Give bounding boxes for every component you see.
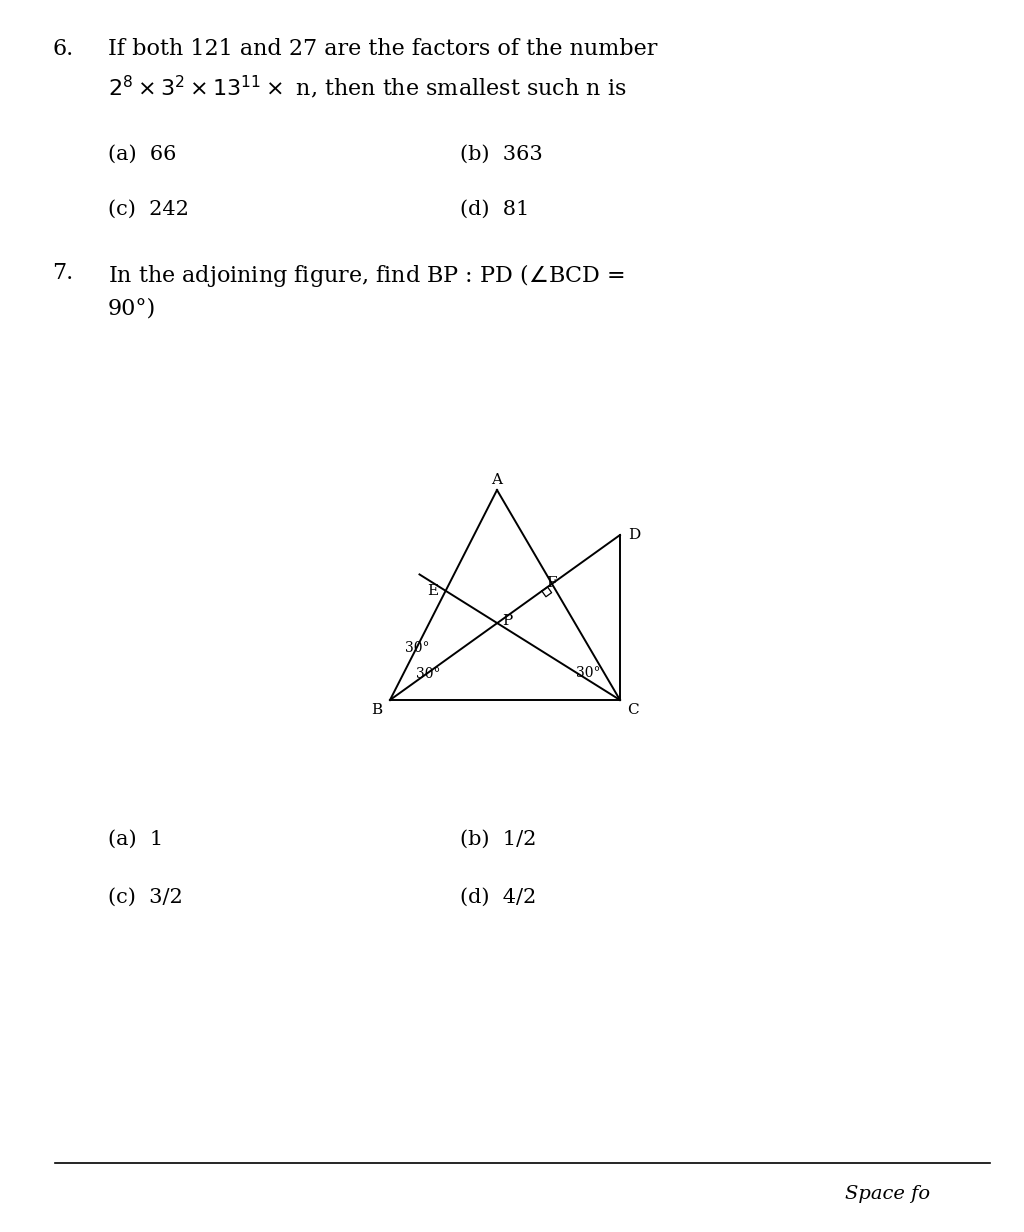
Text: E: E [427,584,438,598]
Text: F: F [547,577,557,590]
Text: (a)  66: (a) 66 [108,145,176,164]
Text: (d)  81: (d) 81 [460,200,529,219]
Text: P: P [502,614,512,628]
Text: $2^8 \times 3^2 \times 13^{11} \times$ n, then the smallest such n is: $2^8 \times 3^2 \times 13^{11} \times$ n… [108,74,627,101]
Text: (b)  1/2: (b) 1/2 [460,830,537,849]
Text: C: C [627,703,639,717]
Text: (a)  1: (a) 1 [108,830,163,849]
Text: 7.: 7. [52,262,74,285]
Text: 30°: 30° [416,667,440,681]
Text: (c)  242: (c) 242 [108,200,188,219]
Text: 30°: 30° [575,667,600,680]
Text: (d)  4/2: (d) 4/2 [460,888,537,907]
Text: 6.: 6. [52,38,74,60]
Text: Space fo: Space fo [845,1185,930,1202]
Text: (c)  3/2: (c) 3/2 [108,888,182,907]
Text: 30°: 30° [404,641,429,655]
Text: B: B [372,703,383,717]
Text: If both 121 and 27 are the factors of the number: If both 121 and 27 are the factors of th… [108,38,657,60]
Text: In the adjoining figure, find BP : PD ($\angle$BCD =: In the adjoining figure, find BP : PD ($… [108,262,625,290]
Text: (b)  363: (b) 363 [460,145,543,164]
Text: D: D [628,529,640,542]
Text: 90°): 90°) [108,298,157,320]
Text: A: A [492,473,503,487]
